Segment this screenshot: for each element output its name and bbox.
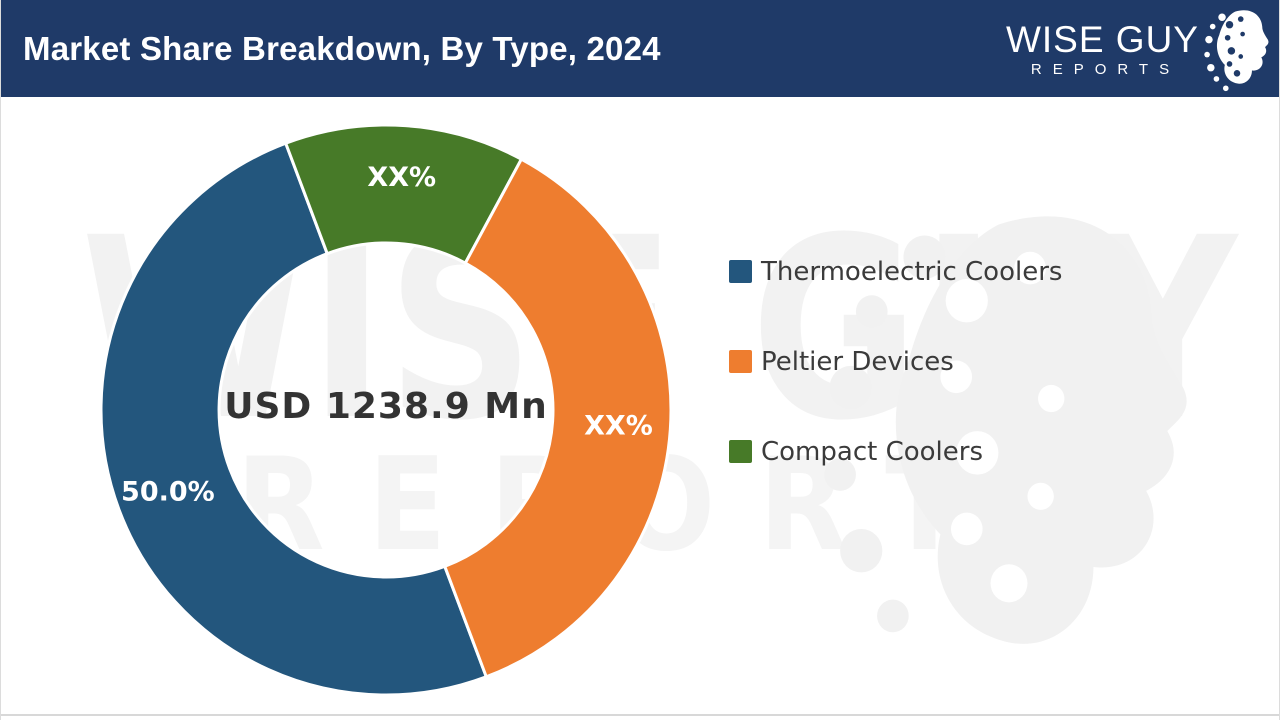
- donut-slice-compact-coolers: [284, 123, 523, 265]
- legend-item-thermoelectric-coolers: Thermoelectric Coolers: [729, 256, 1063, 287]
- logo-wordmark: WISE GUY REPORTS: [1006, 21, 1199, 77]
- slice-label: XX%: [584, 410, 653, 441]
- bottom-divider: [1, 714, 1279, 716]
- legend-swatch-thermoelectric-coolers: [729, 260, 752, 283]
- header-bar: Market Share Breakdown, By Type, 2024 WI…: [1, 0, 1279, 97]
- slice-label: 50.0%: [121, 476, 215, 507]
- legend-swatch-compact-coolers: [729, 440, 752, 463]
- legend: Thermoelectric Coolers Peltier Devices C…: [729, 256, 1063, 530]
- slice-label: XX%: [367, 162, 436, 193]
- legend-label: Compact Coolers: [761, 436, 984, 467]
- chart-title: Market Share Breakdown, By Type, 2024: [23, 29, 661, 67]
- chart-center-value: USD 1238.9 Mn: [224, 386, 548, 427]
- legend-label: Peltier Devices: [761, 346, 954, 377]
- legend-label: Thermoelectric Coolers: [761, 256, 1063, 287]
- wiseguy-logo: WISE GUY REPORTS: [1006, 6, 1279, 92]
- legend-item-peltier-devices: Peltier Devices: [729, 346, 1062, 377]
- face-profile-icon: [1204, 9, 1269, 91]
- legend-item-compact-coolers: Compact Coolers: [729, 436, 1062, 467]
- legend-swatch-peltier-devices: [729, 350, 752, 373]
- logo-wordmark-sub: REPORTS: [1030, 60, 1181, 78]
- logo-wordmark-main: WISE GUY: [1005, 18, 1199, 60]
